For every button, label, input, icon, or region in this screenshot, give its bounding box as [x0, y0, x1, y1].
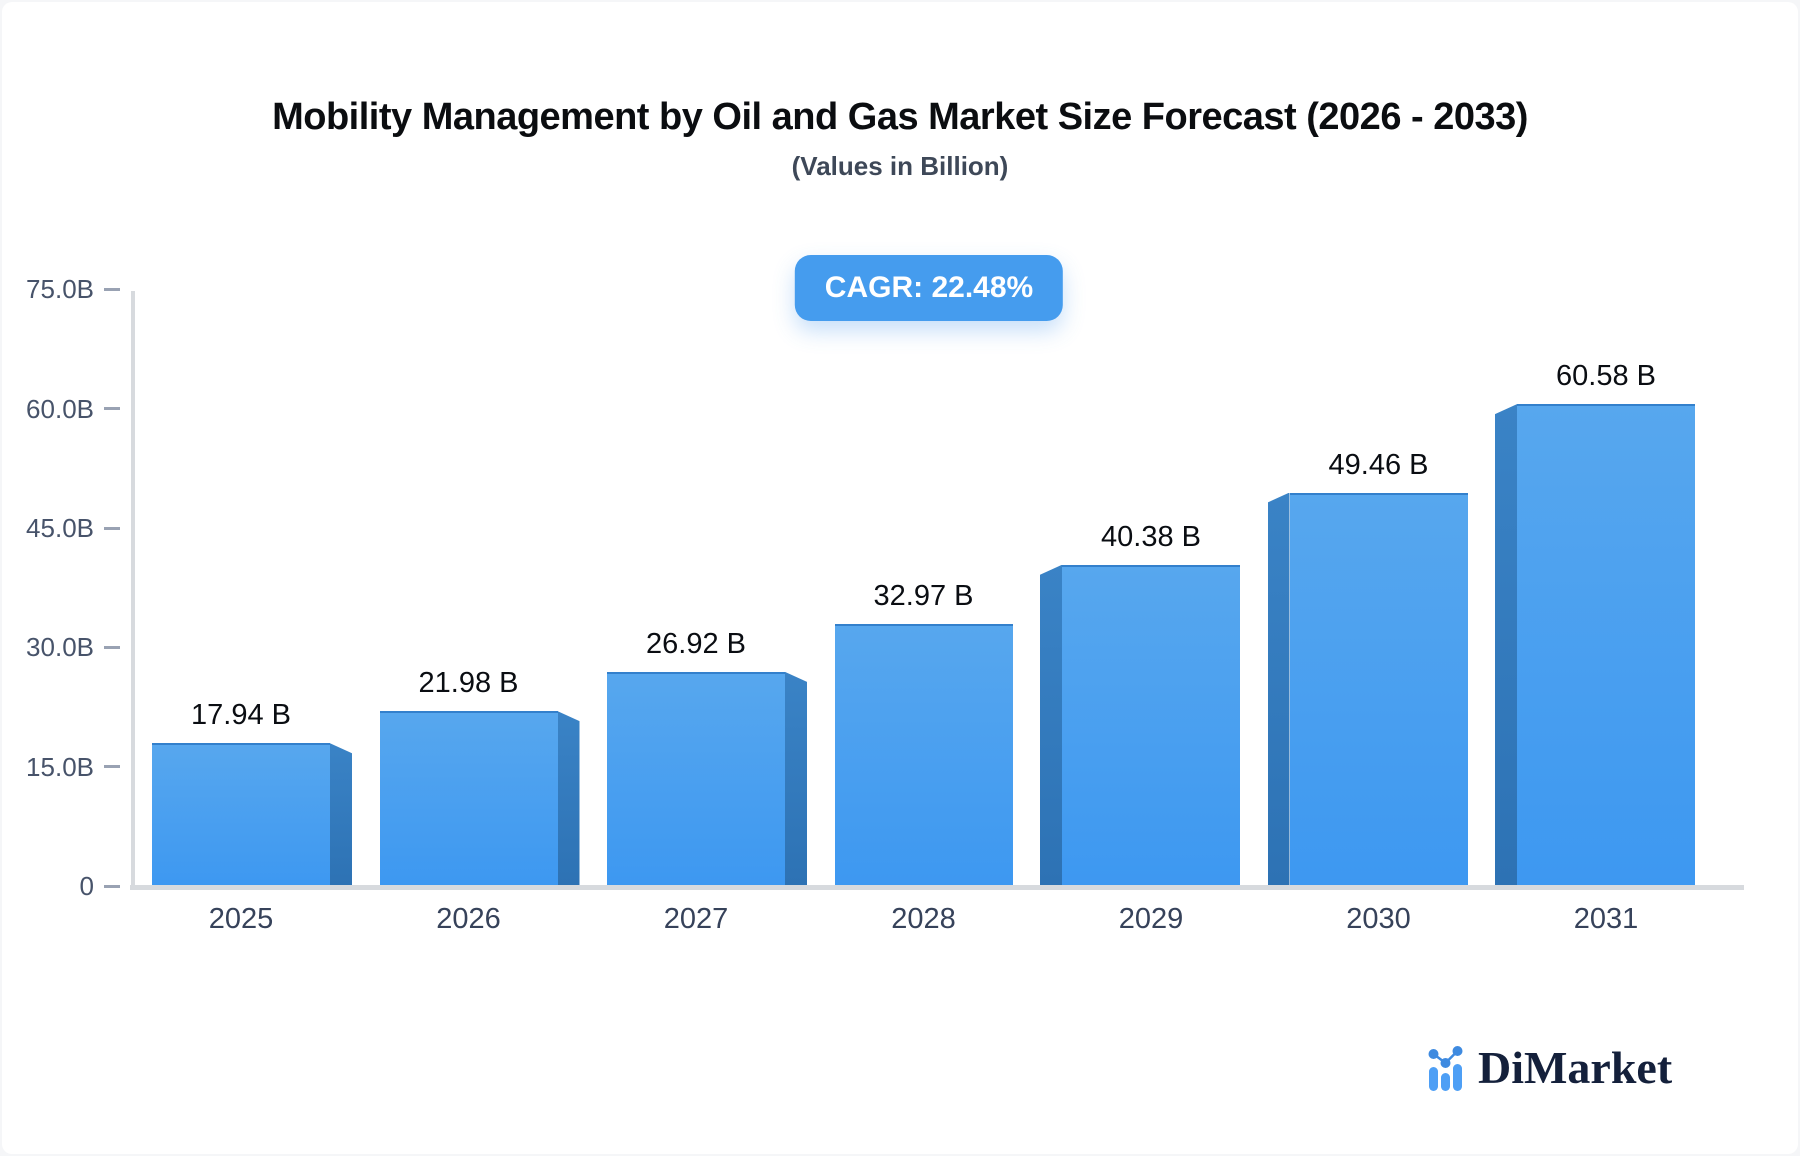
bar-value-label-2029: 40.38 B: [1101, 520, 1201, 553]
bar-2028[interactable]: [834, 623, 1013, 886]
chart-subtitle: (Values in Billion): [791, 151, 1009, 181]
bar-value-label-2028: 32.97 B: [873, 579, 974, 612]
bar-2026[interactable]: [379, 711, 558, 886]
y-tick-label: 30.0B: [26, 632, 94, 663]
bar-2029[interactable]: [1062, 564, 1240, 886]
y-tick-dash: [104, 645, 120, 649]
bar-2027[interactable]: [607, 671, 785, 886]
bar-value-label-2027: 26.92 B: [646, 627, 746, 660]
bar-3d-side-2025: [330, 743, 352, 886]
bar-value-label-2025: 17.94 B: [191, 699, 291, 732]
bar-3d-side-2031: [1495, 404, 1517, 886]
y-tick-label: 15.0B: [26, 751, 94, 782]
y-tick-label: 60.0B: [26, 393, 94, 424]
y-tick-label: 45.0B: [26, 513, 94, 544]
bar-3d-side-2029: [1040, 564, 1062, 886]
y-tick-label: 75.0B: [26, 274, 94, 305]
x-tick-label-2028: 2028: [891, 903, 956, 935]
y-tick-label: 0: [79, 871, 94, 901]
x-tick-label-2029: 2029: [1118, 903, 1184, 935]
x-tick-label-2025: 2025: [208, 903, 274, 935]
y-tick-dash: [104, 884, 120, 888]
y-tick-dash: [104, 407, 120, 411]
x-tick-label-2026: 2026: [436, 903, 501, 935]
x-tick-label-2030: 2030: [1346, 903, 1411, 935]
y-tick-dash: [104, 526, 120, 530]
x-tick-label-2031: 2031: [1573, 903, 1639, 935]
brand-logo: DiMarket: [1422, 1038, 1672, 1096]
cagr-badge-label: CAGR: 22.48%: [824, 271, 1034, 304]
bar-2025[interactable]: [152, 743, 330, 886]
brand-logo-text: DiMarket: [1478, 1041, 1673, 1093]
y-axis-line: [131, 291, 135, 890]
page-title: Mobility Management by Oil and Gas Marke…: [272, 96, 1528, 138]
x-axis-line: [130, 885, 1744, 890]
y-tick-dash: [104, 287, 120, 291]
brand-logo-icon: [1428, 1046, 1463, 1091]
bar-value-label-2031: 60.58 B: [1556, 360, 1656, 393]
bar-3d-side-2027: [785, 671, 807, 886]
bar-2031[interactable]: [1517, 404, 1695, 886]
x-tick-label-2027: 2027: [663, 903, 729, 935]
y-tick-dash: [104, 765, 120, 769]
bar-value-label-2026: 21.98 B: [418, 667, 519, 700]
bar-value-label-2030: 49.46 B: [1328, 448, 1429, 481]
bar-2030[interactable]: [1289, 492, 1468, 886]
cagr-badge: CAGR: 22.48%: [794, 255, 1064, 321]
bar-3d-side-2026: [557, 711, 580, 886]
bar-3d-side-2030: [1267, 492, 1290, 886]
